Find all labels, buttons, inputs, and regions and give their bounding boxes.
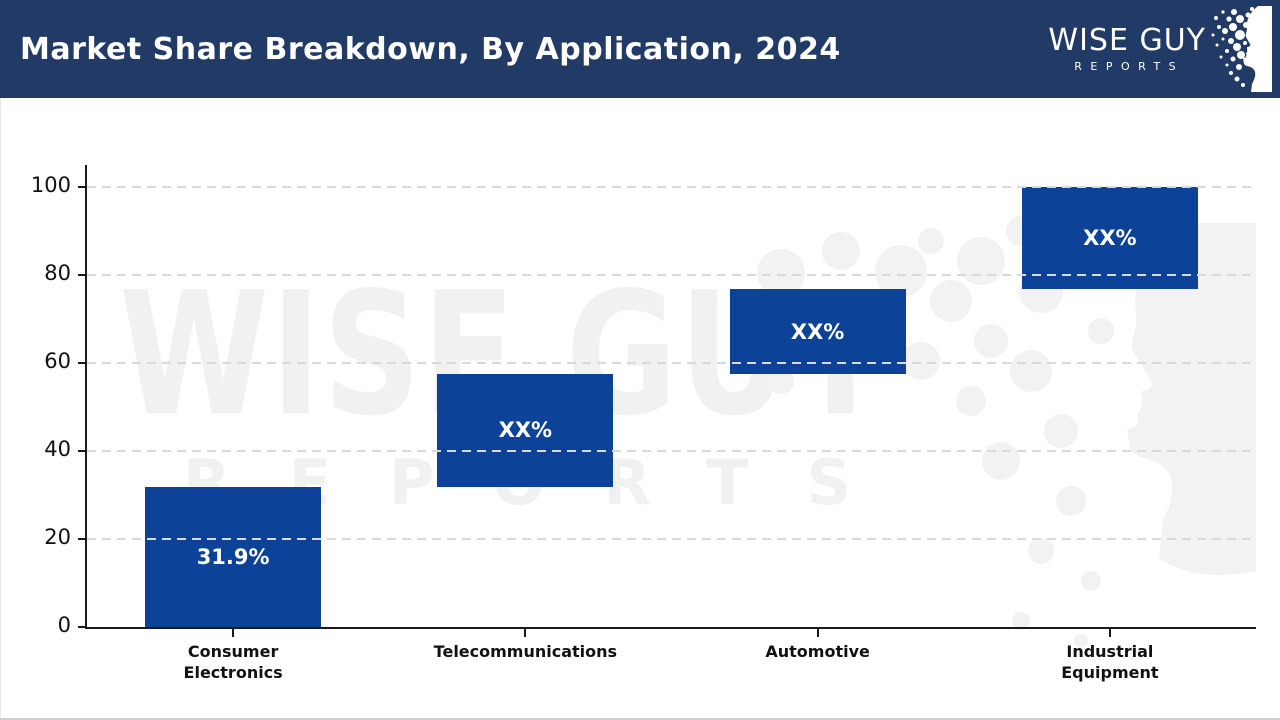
- wise-guy-logo: WISE GUY REPORTS: [1048, 0, 1272, 98]
- x-tick-label-telecommunications: Telecommunications: [379, 641, 671, 662]
- bar-value-label: XX%: [1083, 226, 1137, 251]
- y-tick-label-20: 20: [44, 525, 71, 549]
- x-tick-label-line: Consumer: [187, 642, 279, 661]
- logo-head-icon: [1211, 6, 1272, 92]
- bar-consumer-electronics: 31.9%: [145, 486, 322, 627]
- y-tick-label-100: 100: [30, 173, 71, 197]
- x-tick-label-automotive: Automotive: [672, 641, 964, 662]
- x-tick-label-line: Industrial: [1066, 642, 1154, 661]
- bar-value-label: 31.9%: [196, 544, 270, 569]
- y-tick-label-60: 60: [44, 349, 71, 373]
- y-tickmark-40: [78, 450, 87, 452]
- y-tick-label-40: 40: [44, 437, 71, 461]
- logo-primary-text: WISE GUY: [1048, 22, 1206, 58]
- gridline-100: [87, 186, 1256, 188]
- header-banner: Market Share Breakdown, By Application, …: [0, 0, 1280, 98]
- y-tickmark-60: [78, 362, 87, 364]
- bar-automotive: XX%: [729, 289, 906, 374]
- bar-value-label: XX%: [790, 319, 845, 344]
- bar-telecommunications: XX%: [437, 374, 614, 487]
- x-tickmark-consumer-electronics: [232, 629, 235, 637]
- waterfall-plot: 31.9% XX% XX% XX% 0 20 40 60 80 100 Consumer Electr…: [1, 98, 1280, 718]
- y-tickmark-20: [78, 538, 87, 540]
- x-tickmark-telecommunications: [524, 629, 527, 637]
- x-tick-label-consumer-electronics: Consumer Electronics: [87, 641, 379, 683]
- x-tick-label-line: Telecommunications: [433, 642, 618, 661]
- x-tick-label-line: Equipment: [1061, 663, 1159, 682]
- x-tick-label-line: Electronics: [183, 663, 283, 682]
- x-axis-line: [85, 627, 1256, 629]
- x-tick-label-line: Automotive: [765, 642, 870, 661]
- logo-secondary-text: REPORTS: [1074, 59, 1185, 73]
- bar-value-label: XX%: [498, 418, 553, 443]
- gridline-40: [87, 450, 1256, 452]
- x-tick-label-industrial-equipment: Industrial Equipment: [964, 641, 1256, 683]
- logo-wordmark: WISE GUY REPORTS: [1048, 22, 1206, 73]
- x-tickmark-industrial-equipment: [1108, 629, 1111, 637]
- y-tickmark-100: [78, 186, 87, 188]
- x-tickmark-automotive: [816, 629, 819, 637]
- watermark-head-icon: [757, 216, 1256, 648]
- y-tickmark-0: [78, 626, 87, 628]
- gridline-80: [87, 274, 1256, 276]
- y-tick-label-80: 80: [44, 261, 71, 285]
- y-tick-label-0: 0: [57, 613, 71, 637]
- y-tickmark-80: [78, 274, 87, 276]
- bar-industrial-equipment: XX%: [1021, 187, 1198, 290]
- gridline-20: [87, 538, 1256, 540]
- gridline-60: [87, 362, 1256, 364]
- chart-title: Market Share Breakdown, By Application, …: [20, 31, 841, 67]
- chart-area: WISE GUY REPORTS 31.9%XX%XX%XX%020406080…: [0, 98, 1280, 718]
- y-axis-line: [85, 165, 87, 629]
